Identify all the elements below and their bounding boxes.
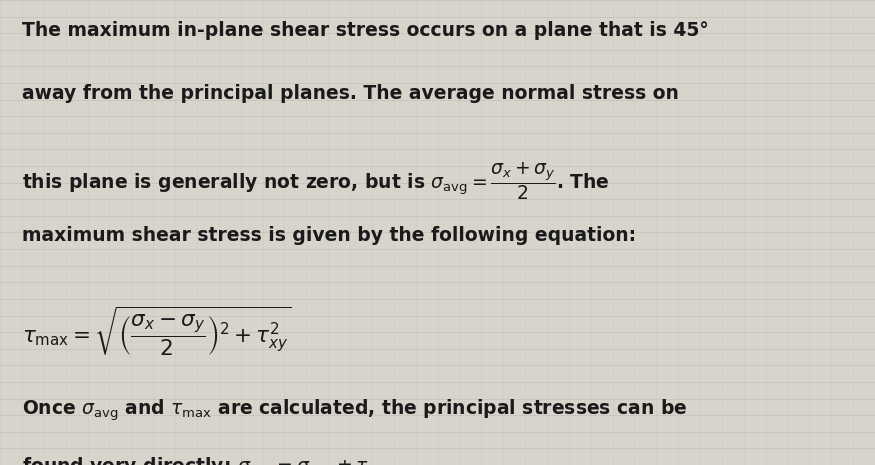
Text: The maximum in-plane shear stress occurs on a plane that is 45°: The maximum in-plane shear stress occurs… bbox=[22, 21, 709, 40]
Text: maximum shear stress is given by the following equation:: maximum shear stress is given by the fol… bbox=[22, 226, 636, 245]
Text: found very directly: $\sigma_{1,2} = \sigma_{\mathrm{avg}} \pm \tau_{\mathrm{max: found very directly: $\sigma_{1,2} = \si… bbox=[22, 456, 403, 465]
Text: Once $\sigma_{\mathrm{avg}}$ and $\tau_{\mathrm{max}}$ are calculated, the princ: Once $\sigma_{\mathrm{avg}}$ and $\tau_{… bbox=[22, 398, 688, 423]
Text: away from the principal planes. The average normal stress on: away from the principal planes. The aver… bbox=[22, 84, 679, 103]
Text: $\tau_{\mathrm{max}} = \sqrt{\left(\dfrac{\sigma_x - \sigma_y}{2}\right)^{2} + \: $\tau_{\mathrm{max}} = \sqrt{\left(\dfra… bbox=[22, 305, 292, 358]
Text: this plane is generally not zero, but is $\sigma_{\mathrm{avg}} = \dfrac{\sigma_: this plane is generally not zero, but is… bbox=[22, 160, 610, 202]
